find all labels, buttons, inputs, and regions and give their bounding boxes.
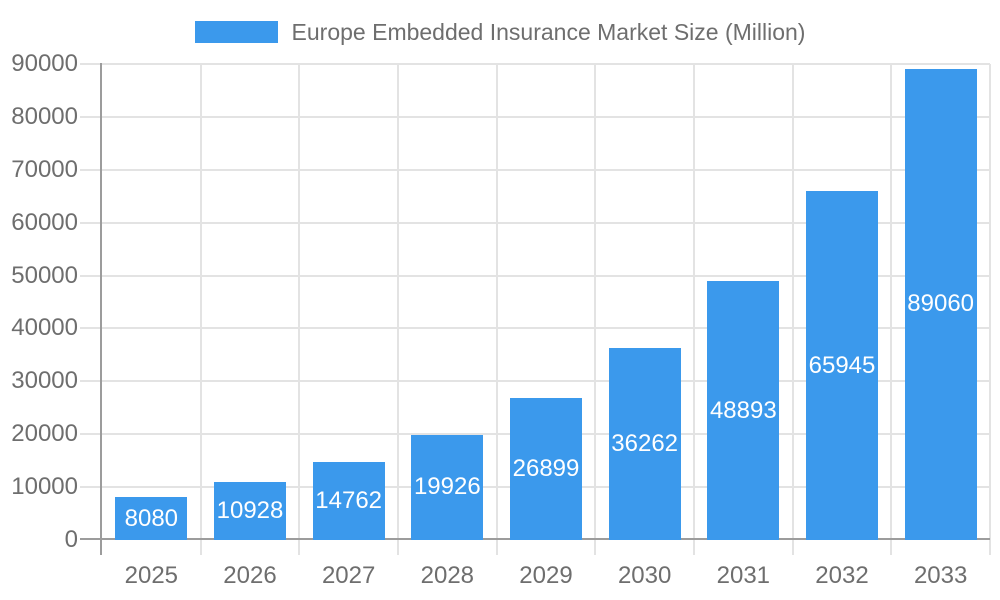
- x-gridline: [890, 64, 893, 555]
- x-gridline: [693, 64, 695, 555]
- bar-2029: [510, 397, 582, 540]
- y-axis-tick-label: 50000: [11, 261, 78, 289]
- bar-value-label: 48893: [709, 396, 777, 424]
- x-gridline: [791, 64, 794, 555]
- x-gridline: [199, 64, 202, 555]
- chart-legend: Europe Embedded Insurance Market Size (M…: [0, 17, 1000, 47]
- x-gridline: [989, 64, 991, 555]
- bar-2028: [411, 434, 484, 540]
- bar-value-label: 26899: [512, 454, 580, 482]
- bar-2031: [707, 281, 780, 540]
- bar-2033: [904, 68, 977, 540]
- y-axis-tick-label: 80000: [11, 102, 78, 130]
- y-gridline: [80, 115, 990, 118]
- x-axis-tick-label: 2030: [617, 562, 672, 589]
- bar-2032: [806, 191, 878, 540]
- x-axis-tick-label: 2027: [321, 562, 376, 589]
- bar-value-label: 36262: [611, 430, 679, 458]
- y-axis-tick-label: 0: [64, 526, 78, 553]
- y-gridline: [80, 327, 990, 330]
- legend-label: Europe Embedded Insurance Market Size (M…: [291, 19, 806, 45]
- y-gridline: [80, 380, 990, 383]
- y-gridline: [80, 274, 990, 277]
- bar-value-label: 89060: [907, 290, 975, 318]
- bar-value-label: 14762: [315, 486, 383, 514]
- x-axis-tick-label: 2031: [716, 562, 771, 589]
- x-gridline: [298, 64, 301, 555]
- bar-value-label: 19926: [413, 473, 481, 501]
- x-gridline: [594, 64, 597, 555]
- legend-swatch: [194, 21, 278, 43]
- bar-2025: [115, 497, 188, 540]
- bar-value-label: 8080: [124, 504, 179, 532]
- x-axis-tick-label: 2028: [420, 562, 475, 589]
- y-axis-tick-label: 70000: [11, 155, 78, 183]
- x-gridline: [495, 64, 498, 555]
- x-axis-tick-label: 2033: [913, 562, 968, 589]
- y-gridline: [80, 63, 990, 65]
- y-gridline: [80, 168, 990, 171]
- y-axis-tick-label: 90000: [11, 50, 78, 77]
- x-axis-tick-label: 2032: [815, 562, 869, 589]
- x-axis-tick-label: 2025: [124, 562, 179, 589]
- y-axis-tick-label: 10000: [11, 473, 78, 501]
- y-axis-line: [100, 63, 102, 555]
- bar-2027: [312, 461, 385, 540]
- x-axis-tick-label: 2026: [223, 562, 277, 589]
- y-axis-tick-label: 30000: [11, 367, 78, 395]
- bar-value-label: 65945: [808, 351, 876, 379]
- bar-2026: [214, 482, 286, 540]
- x-gridline: [397, 64, 399, 555]
- bar-value-label: 10928: [216, 497, 284, 525]
- bar-2030: [608, 348, 681, 540]
- x-axis-tick-label: 2029: [519, 562, 573, 589]
- y-gridline: [80, 221, 990, 224]
- y-axis-tick-label: 20000: [11, 420, 78, 448]
- y-axis-tick-label: 40000: [11, 314, 78, 342]
- y-axis-tick-label: 60000: [11, 208, 78, 236]
